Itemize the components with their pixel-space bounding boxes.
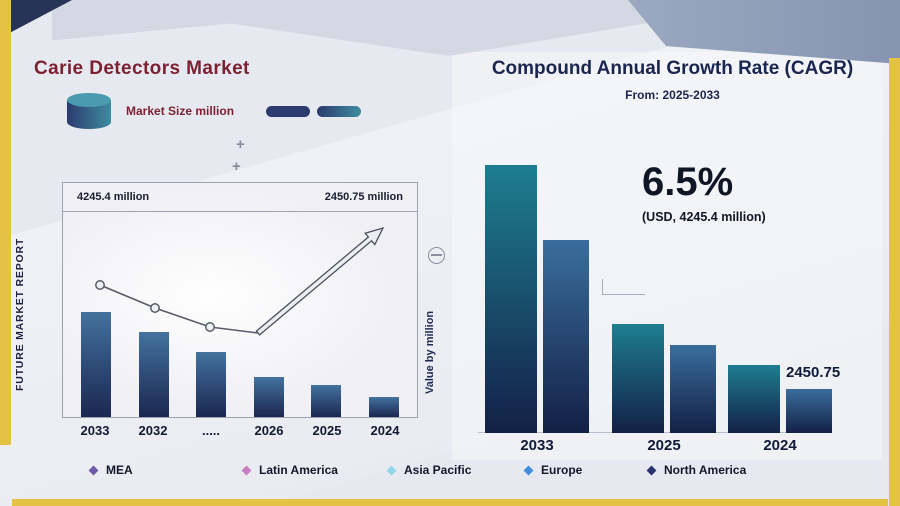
cagr-value: 6.5% [642,160,734,204]
cagr-chart: 2033 2025 2024 2450.75 [478,158,858,455]
market-size-bar [196,352,227,417]
market-size-bar [253,377,284,417]
market-size-legend: Market Size million [62,92,362,130]
bracket-decoration [602,279,645,295]
cagr-title: Compound Annual Growth Rate (CAGR) [491,58,854,79]
plus-icon: + [236,136,245,153]
legend-label: Europe [541,463,583,477]
cagr-bar [786,389,832,433]
gold-left-strip [0,0,11,445]
legend-label: North America [664,463,747,477]
legend-diamond-marker [241,465,252,475]
cagr-bar [485,165,537,433]
cagr-bar-group: 2025 [612,324,716,455]
value-end-label: 2450.75 million [324,191,403,203]
market-size-label: Market Size million [126,104,235,118]
market-size-bar [138,332,169,417]
plus-icon: + [232,158,241,175]
legend-item-europe: Europe [523,463,583,477]
market-size-bars [81,312,399,417]
value-annotation: 2450.75 [786,364,841,381]
legend-item-mea: MEA [88,463,133,477]
cagr-note: (USD, 4245.4 million) [642,210,766,224]
cagr-bar [612,324,664,433]
legend-diamond-marker [88,465,99,475]
legend-diamond-marker [523,465,534,475]
legend-label: Latin America [259,463,338,477]
value-start-label: 4245.4 million [77,191,150,203]
cagr-range: From: 2025-2033 [625,88,720,102]
legend-diamond-marker [386,465,397,475]
cagr-x-axis-label: 2033 [520,437,554,454]
market-size-bar [311,385,342,417]
x-axis-label: 2024 [370,423,400,438]
cagr-bar-group: 2024 [728,365,832,455]
pill-badges [266,105,362,117]
value-by-million-label: Value by million [424,310,436,394]
market-size-chart-panel: 4245.4 million 2450.75 million [62,182,418,418]
circle-minus-icon [428,247,445,264]
legend-item-latin-america: Latin America [241,463,338,477]
cagr-bar [543,240,589,433]
pill-badge-dark [266,105,311,117]
cagr-bars [612,324,716,433]
market-size-bar [368,397,399,417]
cagr-bar [670,345,716,433]
x-axis-label: 2025 [312,423,342,438]
pill-badge-gradient [317,105,362,117]
gold-bottom-strip [12,499,888,506]
legend-item-north-america: North America [646,463,747,477]
cagr-bar [728,365,780,433]
x-axis-label: 2033 [80,423,110,438]
cagr-value-block: 6.5% (USD, 4245.4 million) [642,160,766,224]
legend-item-asia-pacific: Asia Pacific [386,463,472,477]
market-size-bar [81,312,111,417]
cagr-x-axis-label: 2024 [763,437,797,454]
legend-label: Asia Pacific [404,463,472,477]
x-axis-label: ..... [201,423,221,438]
legend-label: MEA [106,463,133,477]
legend-diamond-marker [646,465,657,475]
page-title: Carie Detectors Market [34,58,250,79]
cagr-x-axis-label: 2025 [647,437,681,454]
cagr-bars [485,165,589,433]
x-axis-label: 2032 [138,423,168,438]
cagr-bar-group: 2033 [485,165,589,455]
cagr-bars [728,365,832,433]
region-legend: MEA Latin America Asia Pacific Europe North … [0,463,900,485]
future-market-report-label: FUTURE MARKET REPORT [14,237,26,391]
x-axis-label: 2026 [254,423,284,438]
cagr-header: Compound Annual Growth Rate (CAGR) From:… [455,58,890,102]
gold-right-strip [889,58,900,506]
chart-value-labels: 4245.4 million 2450.75 million [63,183,417,212]
market-size-x-axis: 2033 2032..... 2026 2025 2024 [62,423,418,438]
database-icon [67,93,111,129]
top-wave-decoration [52,0,692,56]
